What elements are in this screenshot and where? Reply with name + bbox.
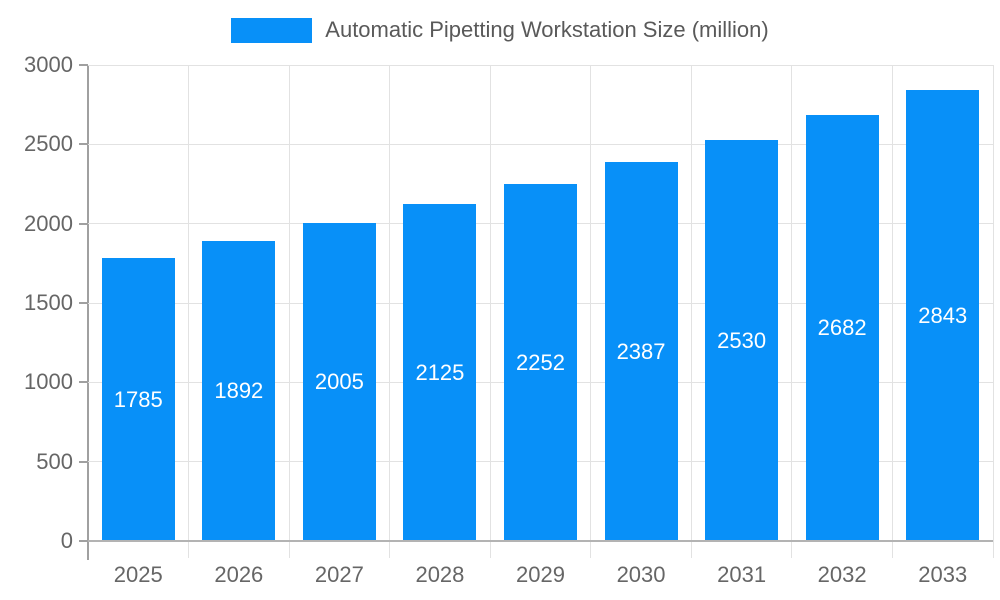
y-axis-tick	[79, 64, 88, 66]
x-tick-label: 2025	[113, 562, 163, 587]
gridline-horizontal	[88, 143, 993, 145]
bar	[504, 184, 577, 541]
y-axis-tick	[79, 222, 88, 225]
x-tick-label: 2027	[314, 562, 364, 587]
legend-label: Automatic Pipetting Workstation Size (mi…	[325, 17, 769, 42]
y-tick-label: 2500	[24, 131, 73, 157]
bar-value-label: 2843	[918, 302, 968, 328]
gridline-vertical	[389, 65, 391, 558]
y-tick-label: 500	[36, 448, 73, 474]
y-axis-tick	[79, 460, 88, 463]
bar	[906, 90, 980, 541]
legend-color-swatch	[231, 17, 313, 43]
x-axis-line	[88, 540, 993, 542]
gridline-vertical	[992, 65, 994, 558]
bar	[604, 162, 678, 541]
gridline-vertical	[590, 65, 592, 558]
gridline-vertical	[489, 65, 491, 558]
gridline-vertical	[791, 65, 793, 558]
y-tick-label: 1000	[24, 369, 73, 395]
x-tick-label: 2030	[616, 562, 666, 587]
bar-value-label: 2125	[415, 359, 465, 385]
bar-value-label: 2005	[314, 369, 364, 394]
x-tick-label: 2029	[516, 562, 565, 587]
gridline-vertical	[188, 65, 190, 558]
y-axis-tick	[79, 540, 88, 542]
y-axis-line	[87, 65, 89, 560]
x-tick-label: 2028	[415, 562, 465, 587]
bar-value-label: 1892	[214, 378, 264, 403]
chart-legend: Automatic Pipetting Workstation Size (mi…	[0, 17, 1000, 43]
y-tick-label: 2000	[24, 210, 73, 236]
bar	[302, 223, 376, 541]
y-tick-label: 3000	[24, 52, 73, 77]
x-tick-label: 2033	[918, 562, 968, 587]
y-tick-label: 1500	[24, 290, 73, 315]
x-tick-label: 2026	[214, 562, 264, 587]
bar-value-label: 2387	[616, 338, 666, 364]
x-tick-label: 2031	[717, 562, 767, 587]
gridline-vertical	[690, 65, 692, 558]
bar-value-label: 2682	[817, 315, 867, 340]
gridline-vertical	[288, 65, 290, 558]
y-axis-tick	[79, 381, 88, 384]
bar	[403, 204, 477, 541]
y-tick-label: 0	[60, 528, 73, 553]
x-tick-label: 2032	[817, 562, 867, 587]
bar-value-label: 2252	[516, 349, 565, 375]
bar-value-label: 2530	[717, 327, 767, 353]
y-axis-tick	[79, 143, 88, 146]
y-axis-tick	[79, 302, 88, 304]
gridline-vertical	[891, 65, 893, 558]
bar	[202, 241, 276, 541]
bar	[101, 258, 175, 541]
bar	[705, 140, 779, 541]
bar	[805, 115, 879, 541]
bar-value-label: 1785	[113, 386, 163, 412]
gridline-horizontal	[88, 64, 993, 66]
